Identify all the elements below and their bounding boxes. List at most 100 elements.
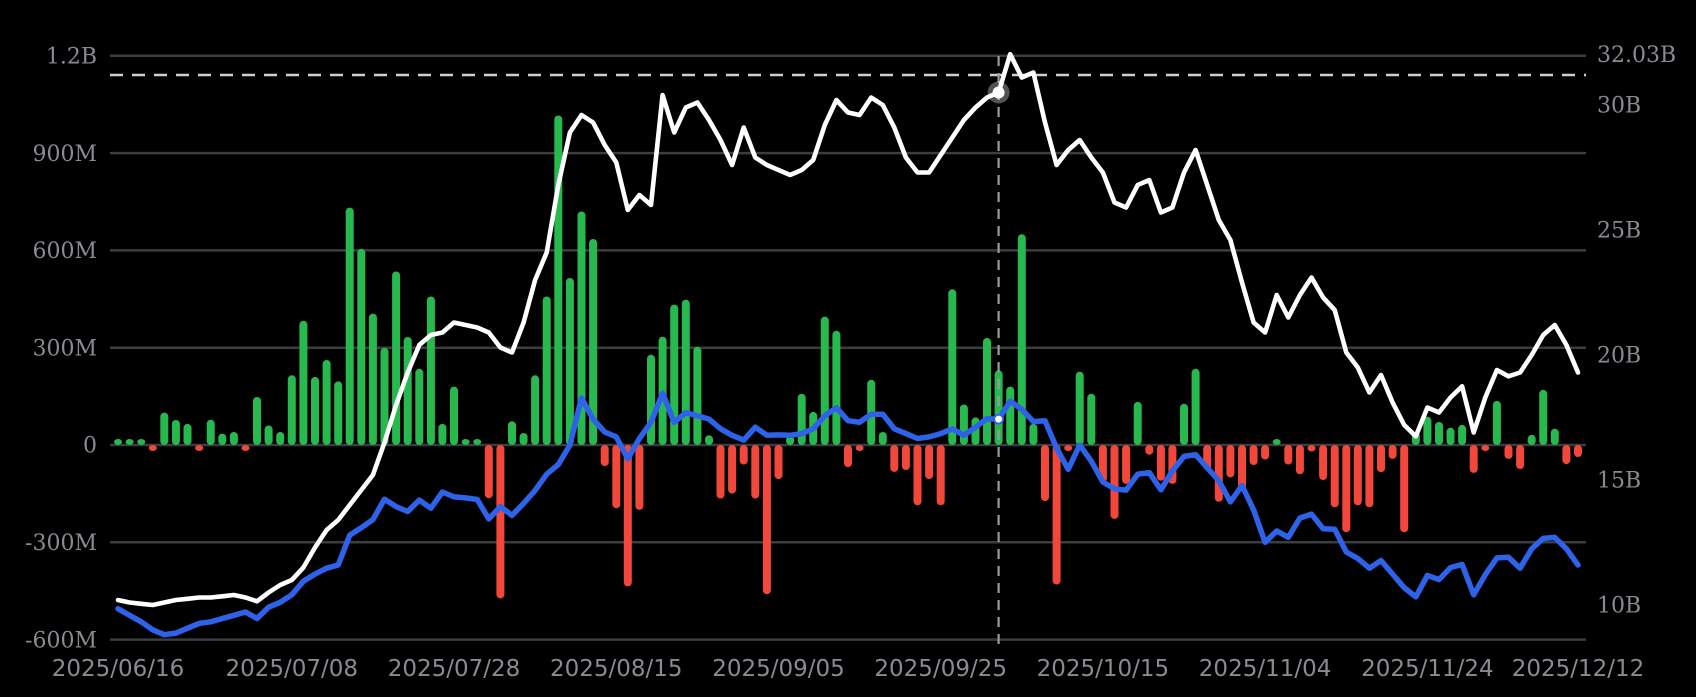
flow-bar[interactable] [1562,445,1571,465]
flow-bar[interactable] [786,435,795,445]
cumulative-flow-line[interactable] [115,390,1581,638]
flow-bars[interactable] [114,115,1582,599]
flow-bar[interactable] [577,211,586,446]
flow-bar[interactable] [531,375,540,445]
flow-bar[interactable] [519,433,528,445]
flow-bar[interactable] [1180,403,1188,445]
flow-bar[interactable] [1052,445,1061,585]
flow-bar[interactable] [1110,445,1119,519]
flow-bar[interactable] [1492,400,1501,445]
flow-bar[interactable] [1481,445,1490,451]
flow-bar[interactable] [368,313,377,445]
flow-bar[interactable] [1133,401,1142,445]
flow-bar[interactable] [1249,445,1258,466]
flow-bar[interactable] [948,289,957,445]
flow-bar[interactable] [751,445,760,499]
flow-bar[interactable] [125,439,134,445]
flow-bar[interactable] [345,207,354,445]
flow-bar[interactable] [705,435,713,445]
flow-bar[interactable] [1145,445,1154,455]
flow-bar[interactable] [403,337,412,445]
flow-bar[interactable] [565,278,574,445]
flow-bar[interactable] [508,421,516,445]
flow-bar[interactable] [357,248,366,445]
flow-bar[interactable] [114,439,122,445]
flow-bar[interactable] [1191,368,1200,445]
flow-bar[interactable] [1539,389,1548,445]
flow-bar[interactable] [832,330,841,445]
flow-bar[interactable] [762,445,771,595]
flow-bar[interactable] [1319,445,1328,480]
flow-bar[interactable] [542,296,551,446]
flow-bar[interactable] [160,412,169,445]
flow-bar[interactable] [1041,445,1049,502]
flow-bar[interactable] [797,393,806,445]
flow-bar[interactable] [322,360,331,445]
flow-bar[interactable] [218,433,227,445]
flow-bar[interactable] [264,425,273,446]
flow-bar[interactable] [1064,445,1073,451]
flow-bar[interactable] [1330,445,1339,508]
flow-bar[interactable] [994,370,1003,445]
flow-bar[interactable] [148,445,157,451]
flow-bar[interactable] [461,439,470,445]
flow-bar[interactable] [1446,427,1455,445]
flow-bar[interactable] [195,445,204,451]
flow-bar[interactable] [137,439,146,445]
flow-bar[interactable] [901,445,910,470]
flow-bar[interactable] [589,239,598,445]
flow-bar[interactable] [1377,445,1385,473]
flow-bar[interactable] [1261,445,1270,460]
flow-bar[interactable] [1122,445,1131,484]
flow-bar[interactable] [647,354,655,445]
flow-bar[interactable] [1226,445,1235,478]
flow-bar[interactable] [635,445,644,510]
flow-bar[interactable] [1238,445,1246,491]
flow-bar[interactable] [1550,428,1559,445]
flow-bar[interactable] [716,445,725,499]
flow-bar[interactable] [623,445,632,587]
flow-bar[interactable] [1504,445,1513,459]
flow-bar[interactable] [1342,445,1351,533]
flow-bar[interactable] [913,445,922,506]
flow-bar[interactable] [855,445,864,451]
flow-bar[interactable] [600,445,609,467]
flow-bar[interactable] [1574,445,1582,457]
flow-bar[interactable] [1516,445,1525,469]
flow-bar[interactable] [229,432,238,445]
flow-bar[interactable] [1098,445,1107,482]
flow-bar[interactable] [253,397,261,445]
flow-bar[interactable] [1307,445,1316,452]
flow-bar[interactable] [1423,416,1432,445]
flow-bar[interactable] [844,445,852,468]
flow-bar[interactable] [484,445,493,499]
flow-bar[interactable] [426,296,435,446]
flow-bar[interactable] [438,423,447,445]
flow-bar[interactable] [276,432,285,445]
flow-bar[interactable] [473,439,482,445]
flow-bar[interactable] [925,445,934,480]
flow-bar[interactable] [1458,424,1467,445]
flow-bar[interactable] [380,347,389,445]
flow-bar[interactable] [334,381,343,445]
flow-bar[interactable] [299,320,308,445]
flow-bar[interactable] [1295,445,1304,475]
flow-bar[interactable] [820,316,829,445]
flow-bar[interactable] [1435,422,1443,445]
price-line[interactable] [115,51,1581,608]
flow-bar[interactable] [287,375,296,445]
flow-bar[interactable] [774,445,783,480]
flow-bar[interactable] [1284,445,1293,465]
flow-bar[interactable] [878,432,887,445]
flow-bar[interactable] [1272,439,1281,445]
flow-bar[interactable] [983,338,991,445]
flow-bar[interactable] [1214,445,1223,502]
flow-bar[interactable] [728,445,737,494]
flow-bar[interactable] [959,404,968,446]
flow-bar[interactable] [1388,445,1397,459]
flow-bar[interactable] [183,423,192,445]
flow-bar[interactable] [1400,445,1409,533]
flow-bar[interactable] [450,386,458,445]
flow-bar[interactable] [1365,445,1374,508]
